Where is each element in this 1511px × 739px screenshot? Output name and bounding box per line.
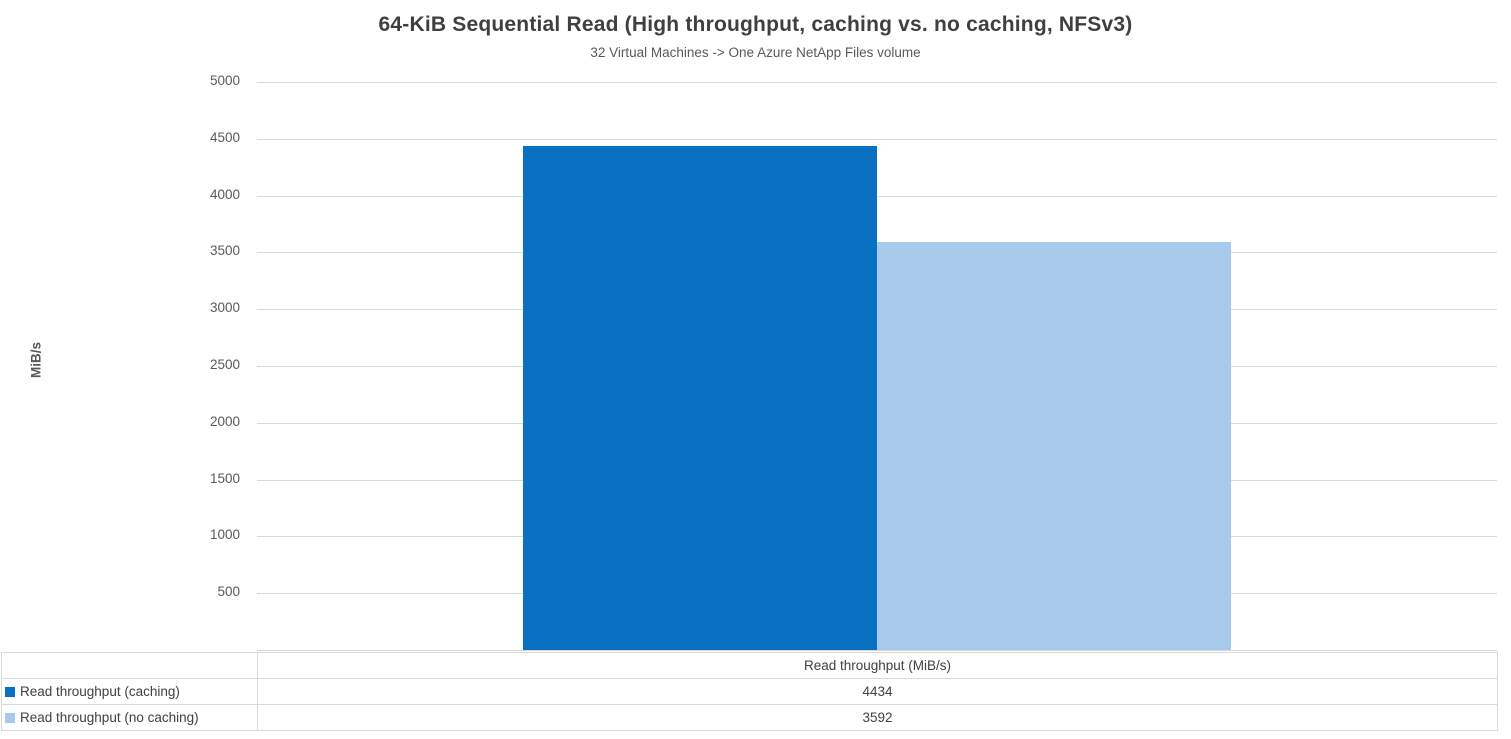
data-table: Read throughput (MiB/s) Read throughput … — [1, 652, 1498, 731]
legend-item-no-caching: Read throughput (no caching) — [2, 705, 258, 731]
y-axis-title: MiB/s — [28, 341, 44, 379]
table-value-no-caching: 3592 — [258, 705, 1498, 731]
y-tick-label: 500 — [217, 584, 240, 600]
chart-subtitle: 32 Virtual Machines -> One Azure NetApp … — [590, 45, 921, 60]
legend-label-no-caching: Read throughput (no caching) — [20, 710, 199, 725]
gridline — [257, 138, 1497, 140]
y-tick-label: 3000 — [209, 300, 240, 316]
legend-item-caching: Read throughput (caching) — [2, 679, 258, 705]
legend-swatch-no-caching — [5, 712, 15, 723]
gridline — [257, 195, 1497, 197]
y-tick-label: 2500 — [209, 357, 240, 372]
table-header-cell: Read throughput (MiB/s) — [258, 653, 1498, 679]
gridline — [257, 82, 1497, 83]
legend-label-caching: Read throughput (caching) — [20, 684, 180, 699]
bar-caching — [523, 146, 877, 650]
table-corner-cell — [2, 653, 258, 679]
y-tick-label: 2000 — [209, 413, 240, 429]
y-tick-label: 4000 — [209, 186, 240, 202]
plot-area — [257, 82, 1497, 651]
y-tick-label: 1000 — [209, 527, 240, 543]
legend-swatch-caching — [5, 686, 15, 697]
y-tick-label: 1500 — [209, 470, 240, 486]
chart-title: 64-KiB Sequential Read (High throughput,… — [378, 13, 1133, 36]
y-tick-label: 3500 — [209, 243, 240, 259]
y-tick-label: 5000 — [209, 73, 240, 88]
bar-no-caching — [877, 241, 1231, 650]
table-value-caching: 4434 — [258, 679, 1498, 705]
y-tick-label: 4500 — [209, 129, 240, 145]
